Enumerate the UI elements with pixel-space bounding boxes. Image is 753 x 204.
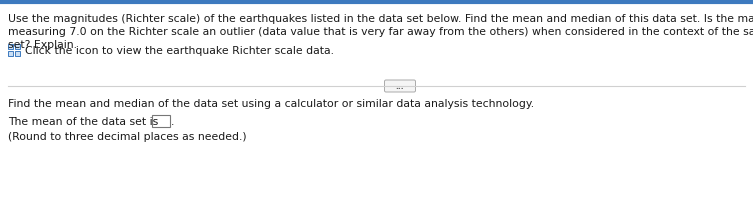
Text: set? Explain.: set? Explain. [8,40,77,50]
Text: Click the icon to view the earthquake Richter scale data.: Click the icon to view the earthquake Ri… [26,46,334,56]
Bar [15,51,20,57]
FancyBboxPatch shape [385,81,416,93]
Text: Use the magnitudes (Richter scale) of the earthquakes listed in the data set bel: Use the magnitudes (Richter scale) of th… [8,14,753,24]
Text: measuring 7.0 on the Richter scale an outlier (data value that is very far away : measuring 7.0 on the Richter scale an ou… [8,27,753,37]
Text: (Round to three decimal places as needed.): (Round to three decimal places as needed… [8,131,247,141]
Text: .: . [171,116,175,126]
Bar [8,51,14,57]
Text: ...: ... [395,82,404,91]
Text: Find the mean and median of the data set using a calculator or similar data anal: Find the mean and median of the data set… [8,99,534,109]
Bar [152,115,170,127]
Text: The mean of the data set is: The mean of the data set is [8,116,158,126]
Bar [15,45,20,50]
Bar [8,45,14,50]
